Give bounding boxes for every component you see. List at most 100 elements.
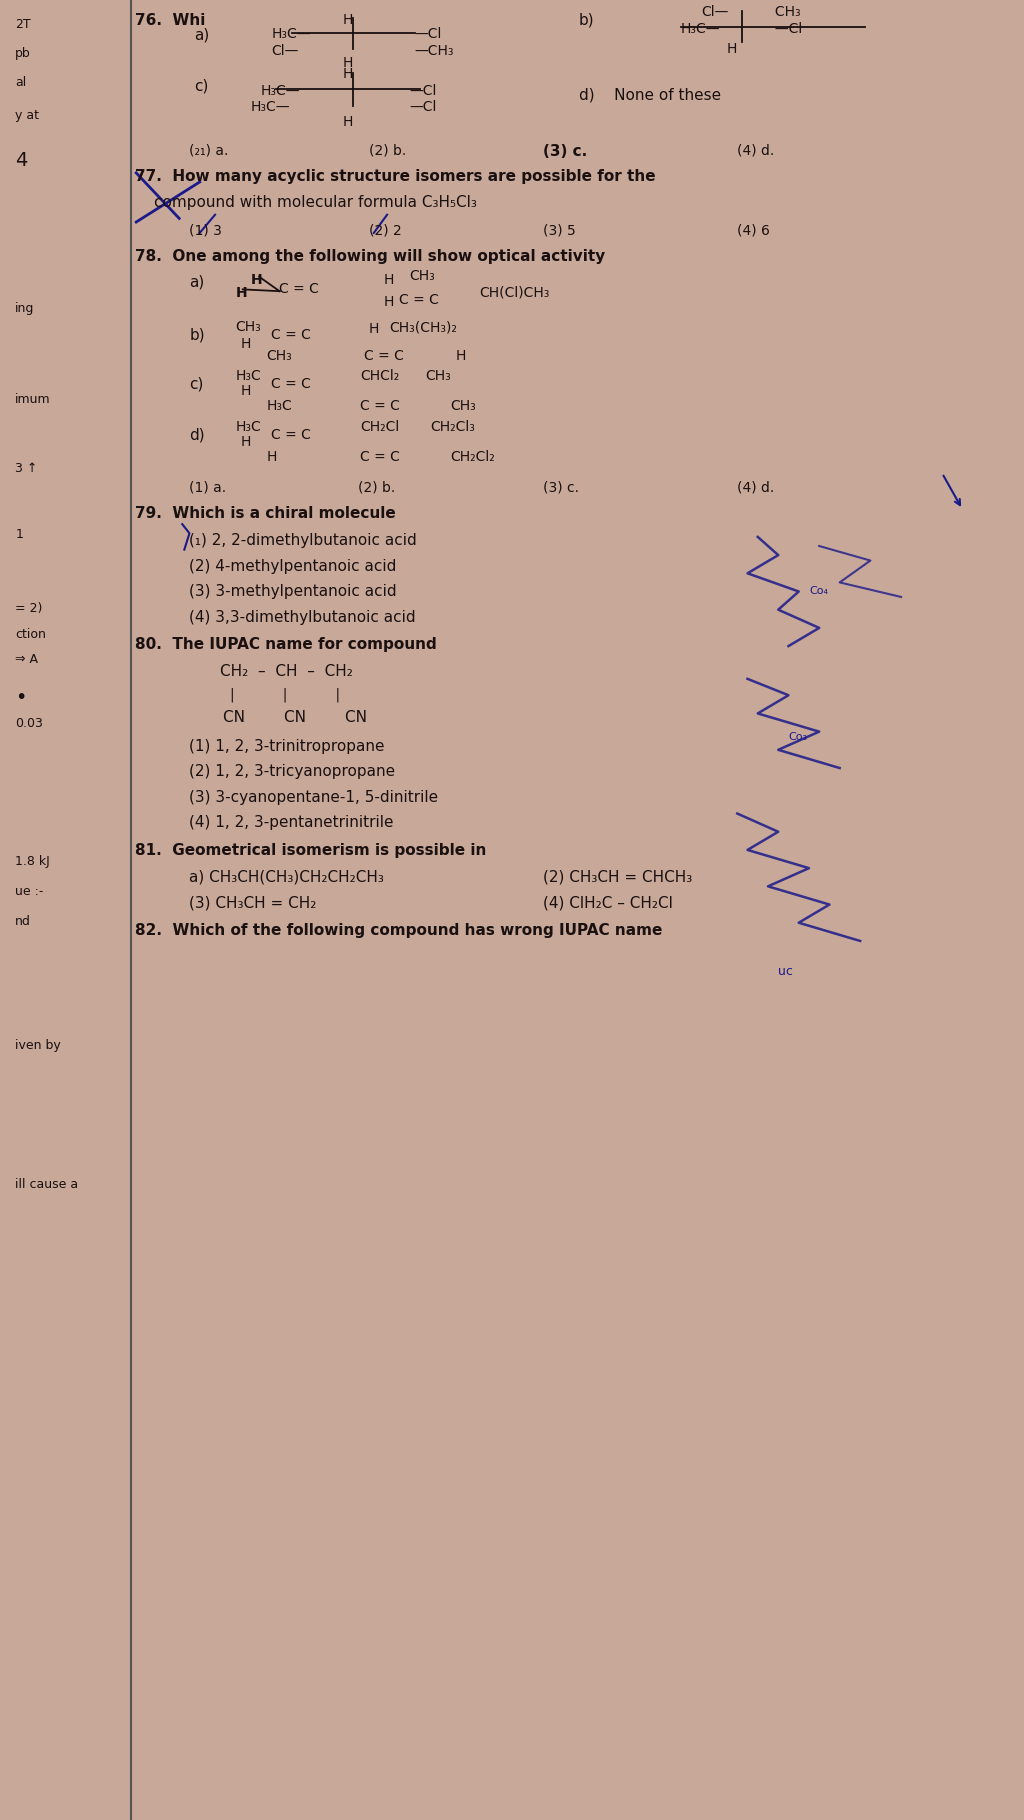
Text: CH₃: CH₃ — [266, 349, 292, 364]
Text: 82.  Which of the following compound has wrong IUPAC name: 82. Which of the following compound has … — [135, 923, 663, 937]
Text: H: H — [369, 322, 379, 337]
Text: CH₃: CH₃ — [410, 269, 435, 284]
Text: —Cl: —Cl — [410, 84, 437, 98]
Text: CH₂Cl₃: CH₂Cl₃ — [430, 420, 475, 435]
Text: 78.  One among the following will show optical activity: 78. One among the following will show op… — [135, 249, 605, 264]
Text: —CH₃: —CH₃ — [415, 44, 455, 58]
Text: H₃C: H₃C — [266, 399, 292, 413]
Text: CH₃(CH₃)₂: CH₃(CH₃)₂ — [389, 320, 457, 335]
Text: Co₄: Co₄ — [809, 586, 828, 595]
Text: CN        CN        CN: CN CN CN — [223, 710, 368, 724]
Text: d)    None of these: d) None of these — [579, 87, 721, 102]
Text: H₃C—: H₃C— — [681, 22, 721, 36]
Text: H: H — [456, 349, 466, 364]
Text: H₃C—: H₃C— — [271, 27, 311, 42]
Text: H: H — [241, 337, 251, 351]
Text: H: H — [343, 56, 353, 71]
Text: H₃C—: H₃C— — [251, 100, 291, 115]
Text: ction: ction — [15, 628, 46, 641]
Text: H: H — [236, 286, 247, 300]
Text: H: H — [266, 450, 276, 464]
Text: H: H — [384, 273, 394, 288]
Text: nd: nd — [15, 915, 32, 928]
Text: iven by: iven by — [15, 1039, 61, 1052]
Text: CH₂  –  CH  –  CH₂: CH₂ – CH – CH₂ — [220, 664, 353, 679]
Text: a) CH₃CH(CH₃)CH₂CH₂CH₃: a) CH₃CH(CH₃)CH₂CH₂CH₃ — [189, 870, 384, 885]
Text: 0.03: 0.03 — [15, 717, 43, 730]
Text: 80.  The IUPAC name for compound: 80. The IUPAC name for compound — [135, 637, 437, 652]
Text: C = C: C = C — [271, 428, 311, 442]
Text: (3) 3-cyanopentane-1, 5-dinitrile: (3) 3-cyanopentane-1, 5-dinitrile — [189, 790, 438, 804]
Text: C = C: C = C — [364, 349, 403, 364]
Text: (3) c.: (3) c. — [543, 480, 579, 495]
Text: 3 ↑: 3 ↑ — [15, 462, 38, 475]
Text: C = C: C = C — [360, 399, 400, 413]
Text: 2T: 2T — [15, 18, 31, 31]
Text: |           |           |: | | | — [230, 688, 341, 703]
Text: ue :-: ue :- — [15, 885, 44, 897]
Text: (4) ClH₂C – CH₂Cl: (4) ClH₂C – CH₂Cl — [543, 895, 673, 910]
Text: ing: ing — [15, 302, 35, 315]
Text: ill cause a: ill cause a — [15, 1178, 79, 1190]
Text: —Cl: —Cl — [410, 100, 437, 115]
Text: CH₃: CH₃ — [425, 369, 451, 384]
Text: C = C: C = C — [279, 282, 318, 297]
Text: H: H — [241, 435, 251, 450]
Text: c): c) — [189, 377, 204, 391]
Text: (4) 3,3-dimethylbutanoic acid: (4) 3,3-dimethylbutanoic acid — [189, 610, 416, 624]
Text: d): d) — [189, 428, 205, 442]
Text: ⇒ A: ⇒ A — [15, 653, 38, 666]
Text: (₁) 2, 2-dimethylbutanoic acid: (₁) 2, 2-dimethylbutanoic acid — [189, 533, 417, 548]
Text: H: H — [727, 42, 737, 56]
Text: imum: imum — [15, 393, 51, 406]
Text: 76.  Whi: 76. Whi — [135, 13, 206, 27]
Text: b): b) — [189, 328, 205, 342]
Text: Co₃: Co₃ — [788, 732, 808, 741]
Text: H: H — [241, 384, 251, 399]
Text: 81.  Geometrical isomerism is possible in: 81. Geometrical isomerism is possible in — [135, 843, 486, 857]
Text: pb: pb — [15, 47, 31, 60]
Text: C = C: C = C — [360, 450, 400, 464]
Text: H₃C: H₃C — [236, 420, 261, 435]
Text: al: al — [15, 76, 27, 89]
Text: (4) 1, 2, 3-pentanetrinitrile: (4) 1, 2, 3-pentanetrinitrile — [189, 815, 394, 830]
Text: 1: 1 — [15, 528, 24, 541]
Text: compound with molecular formula C₃H₅Cl₃: compound with molecular formula C₃H₅Cl₃ — [154, 195, 476, 209]
Text: H: H — [384, 295, 394, 309]
Text: (4) d.: (4) d. — [737, 480, 774, 495]
Text: (4) 6: (4) 6 — [737, 224, 770, 238]
Text: a): a) — [195, 27, 210, 42]
Text: (2) b.: (2) b. — [369, 144, 406, 158]
Text: 4: 4 — [15, 151, 28, 169]
Text: (2) 2: (2) 2 — [369, 224, 401, 238]
Text: b): b) — [579, 13, 594, 27]
Text: C = C: C = C — [399, 293, 439, 308]
Text: (3) 5: (3) 5 — [543, 224, 575, 238]
Text: (1) 3: (1) 3 — [189, 224, 222, 238]
Text: H: H — [343, 13, 353, 27]
Text: Cl—: Cl— — [701, 5, 729, 20]
Text: (3) 3-methylpentanoic acid: (3) 3-methylpentanoic acid — [189, 584, 397, 599]
Text: —Cl: —Cl — [753, 22, 802, 36]
Text: (2) CH₃CH = CHCH₃: (2) CH₃CH = CHCH₃ — [543, 870, 692, 885]
Text: CH₃: CH₃ — [451, 399, 476, 413]
Text: CH₂Cl₂: CH₂Cl₂ — [451, 450, 496, 464]
Text: 77.  How many acyclic structure isomers are possible for the: 77. How many acyclic structure isomers a… — [135, 169, 655, 184]
Text: —Cl: —Cl — [415, 27, 442, 42]
Text: (₂₁) a.: (₂₁) a. — [189, 144, 228, 158]
Text: (3) CH₃CH = CH₂: (3) CH₃CH = CH₂ — [189, 895, 316, 910]
Text: (2) b.: (2) b. — [358, 480, 395, 495]
Text: H: H — [343, 67, 353, 82]
Text: CH₃: CH₃ — [236, 320, 261, 335]
Text: a): a) — [189, 275, 205, 289]
Text: (2) 4-methylpentanoic acid: (2) 4-methylpentanoic acid — [189, 559, 397, 573]
Text: (2) 1, 2, 3-tricyanopropane: (2) 1, 2, 3-tricyanopropane — [189, 764, 395, 779]
Text: H₃C: H₃C — [236, 369, 261, 384]
Text: (1) 1, 2, 3-trinitropropane: (1) 1, 2, 3-trinitropropane — [189, 739, 385, 753]
Text: c): c) — [195, 78, 209, 93]
Text: (4) d.: (4) d. — [737, 144, 774, 158]
Text: y at: y at — [15, 109, 39, 122]
Text: CHCl₂: CHCl₂ — [360, 369, 399, 384]
Text: C = C: C = C — [271, 377, 311, 391]
Text: = 2): = 2) — [15, 602, 43, 615]
